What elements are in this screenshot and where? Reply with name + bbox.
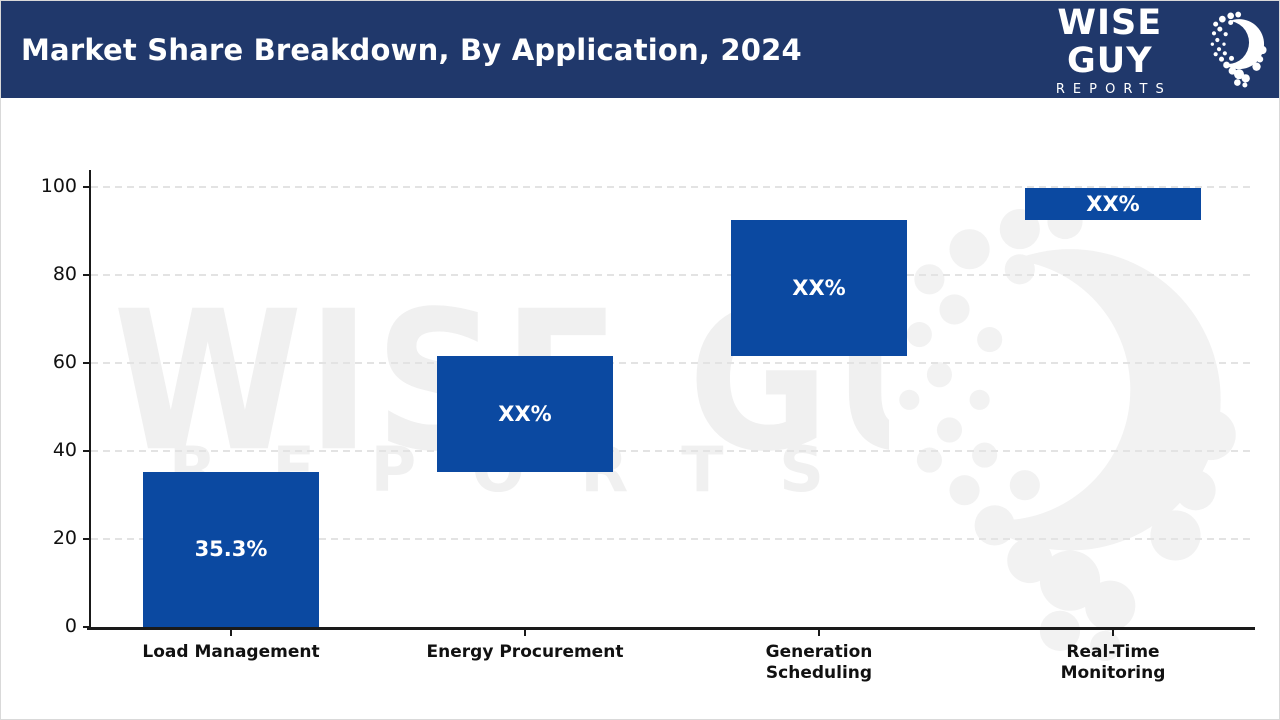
category-label-line: Real-Time xyxy=(1066,642,1160,662)
brand-text: WISE GUY REPORTS xyxy=(1017,4,1203,97)
y-tick-60 xyxy=(83,362,91,364)
bar-value-label: XX% xyxy=(1086,191,1140,216)
y-tick-label-40: 40 xyxy=(52,439,77,461)
y-tick-100 xyxy=(83,186,91,188)
gridline-y-100 xyxy=(91,186,1253,188)
category-label-line: Load Management xyxy=(142,642,320,662)
x-tick-0 xyxy=(230,629,232,636)
y-tick-40 xyxy=(83,450,91,452)
y-tick-label-60: 60 xyxy=(52,351,77,373)
category-label-line: Monitoring xyxy=(1060,663,1166,683)
x-axis-spine xyxy=(87,627,1255,630)
brand-name: WISE GUY xyxy=(1057,2,1163,81)
category-label-1: Energy Procurement xyxy=(427,642,624,663)
y-tick-80 xyxy=(83,274,91,276)
y-tick-label-100: 100 xyxy=(40,175,77,197)
header: Market Share Breakdown, By Application, … xyxy=(1,1,1279,98)
bar-value-label: XX% xyxy=(792,275,846,300)
y-tick-label-20: 20 xyxy=(52,527,77,549)
bar-segment-2: XX% xyxy=(731,219,907,356)
bar-value-label: 35.3% xyxy=(194,537,268,562)
bar-segment-3: XX% xyxy=(1025,187,1201,220)
category-label-3: Real-Time Monitoring xyxy=(1061,642,1166,684)
gridline-y-20 xyxy=(91,538,1253,540)
y-axis-spine xyxy=(89,170,91,629)
bar-value-label: XX% xyxy=(498,401,552,426)
category-label-line: Generation xyxy=(765,642,873,662)
bar-segment-0: 35.3% xyxy=(143,471,319,627)
category-label-2: Generation Scheduling xyxy=(766,642,873,684)
y-tick-label-80: 80 xyxy=(52,263,77,285)
x-tick-2 xyxy=(818,629,820,636)
y-tick-20 xyxy=(83,538,91,540)
y-tick-label-0: 0 xyxy=(64,615,77,637)
page-title: Market Share Breakdown, By Application, … xyxy=(21,32,802,67)
brand-head-icon xyxy=(1208,11,1267,88)
gridline-y-80 xyxy=(91,274,1253,276)
bar-segment-1: XX% xyxy=(437,355,613,472)
gridline-y-60 xyxy=(91,362,1253,364)
brand-subtitle: REPORTS xyxy=(1055,81,1172,97)
category-label-0: Load Management xyxy=(142,642,319,663)
category-label-line: Scheduling xyxy=(765,663,873,683)
x-tick-3 xyxy=(1112,629,1114,636)
watermark-head-icon xyxy=(889,209,1236,661)
category-label-line: Energy Procurement xyxy=(426,642,624,662)
gridline-y-40 xyxy=(91,450,1253,452)
brand-logo: WISE GUY REPORTS xyxy=(1017,4,1267,97)
x-tick-1 xyxy=(524,629,526,636)
plot-area: 0 20 40 60 80 100 35.3% XX% XX% XX% Load Managemen… xyxy=(1,98,1279,706)
